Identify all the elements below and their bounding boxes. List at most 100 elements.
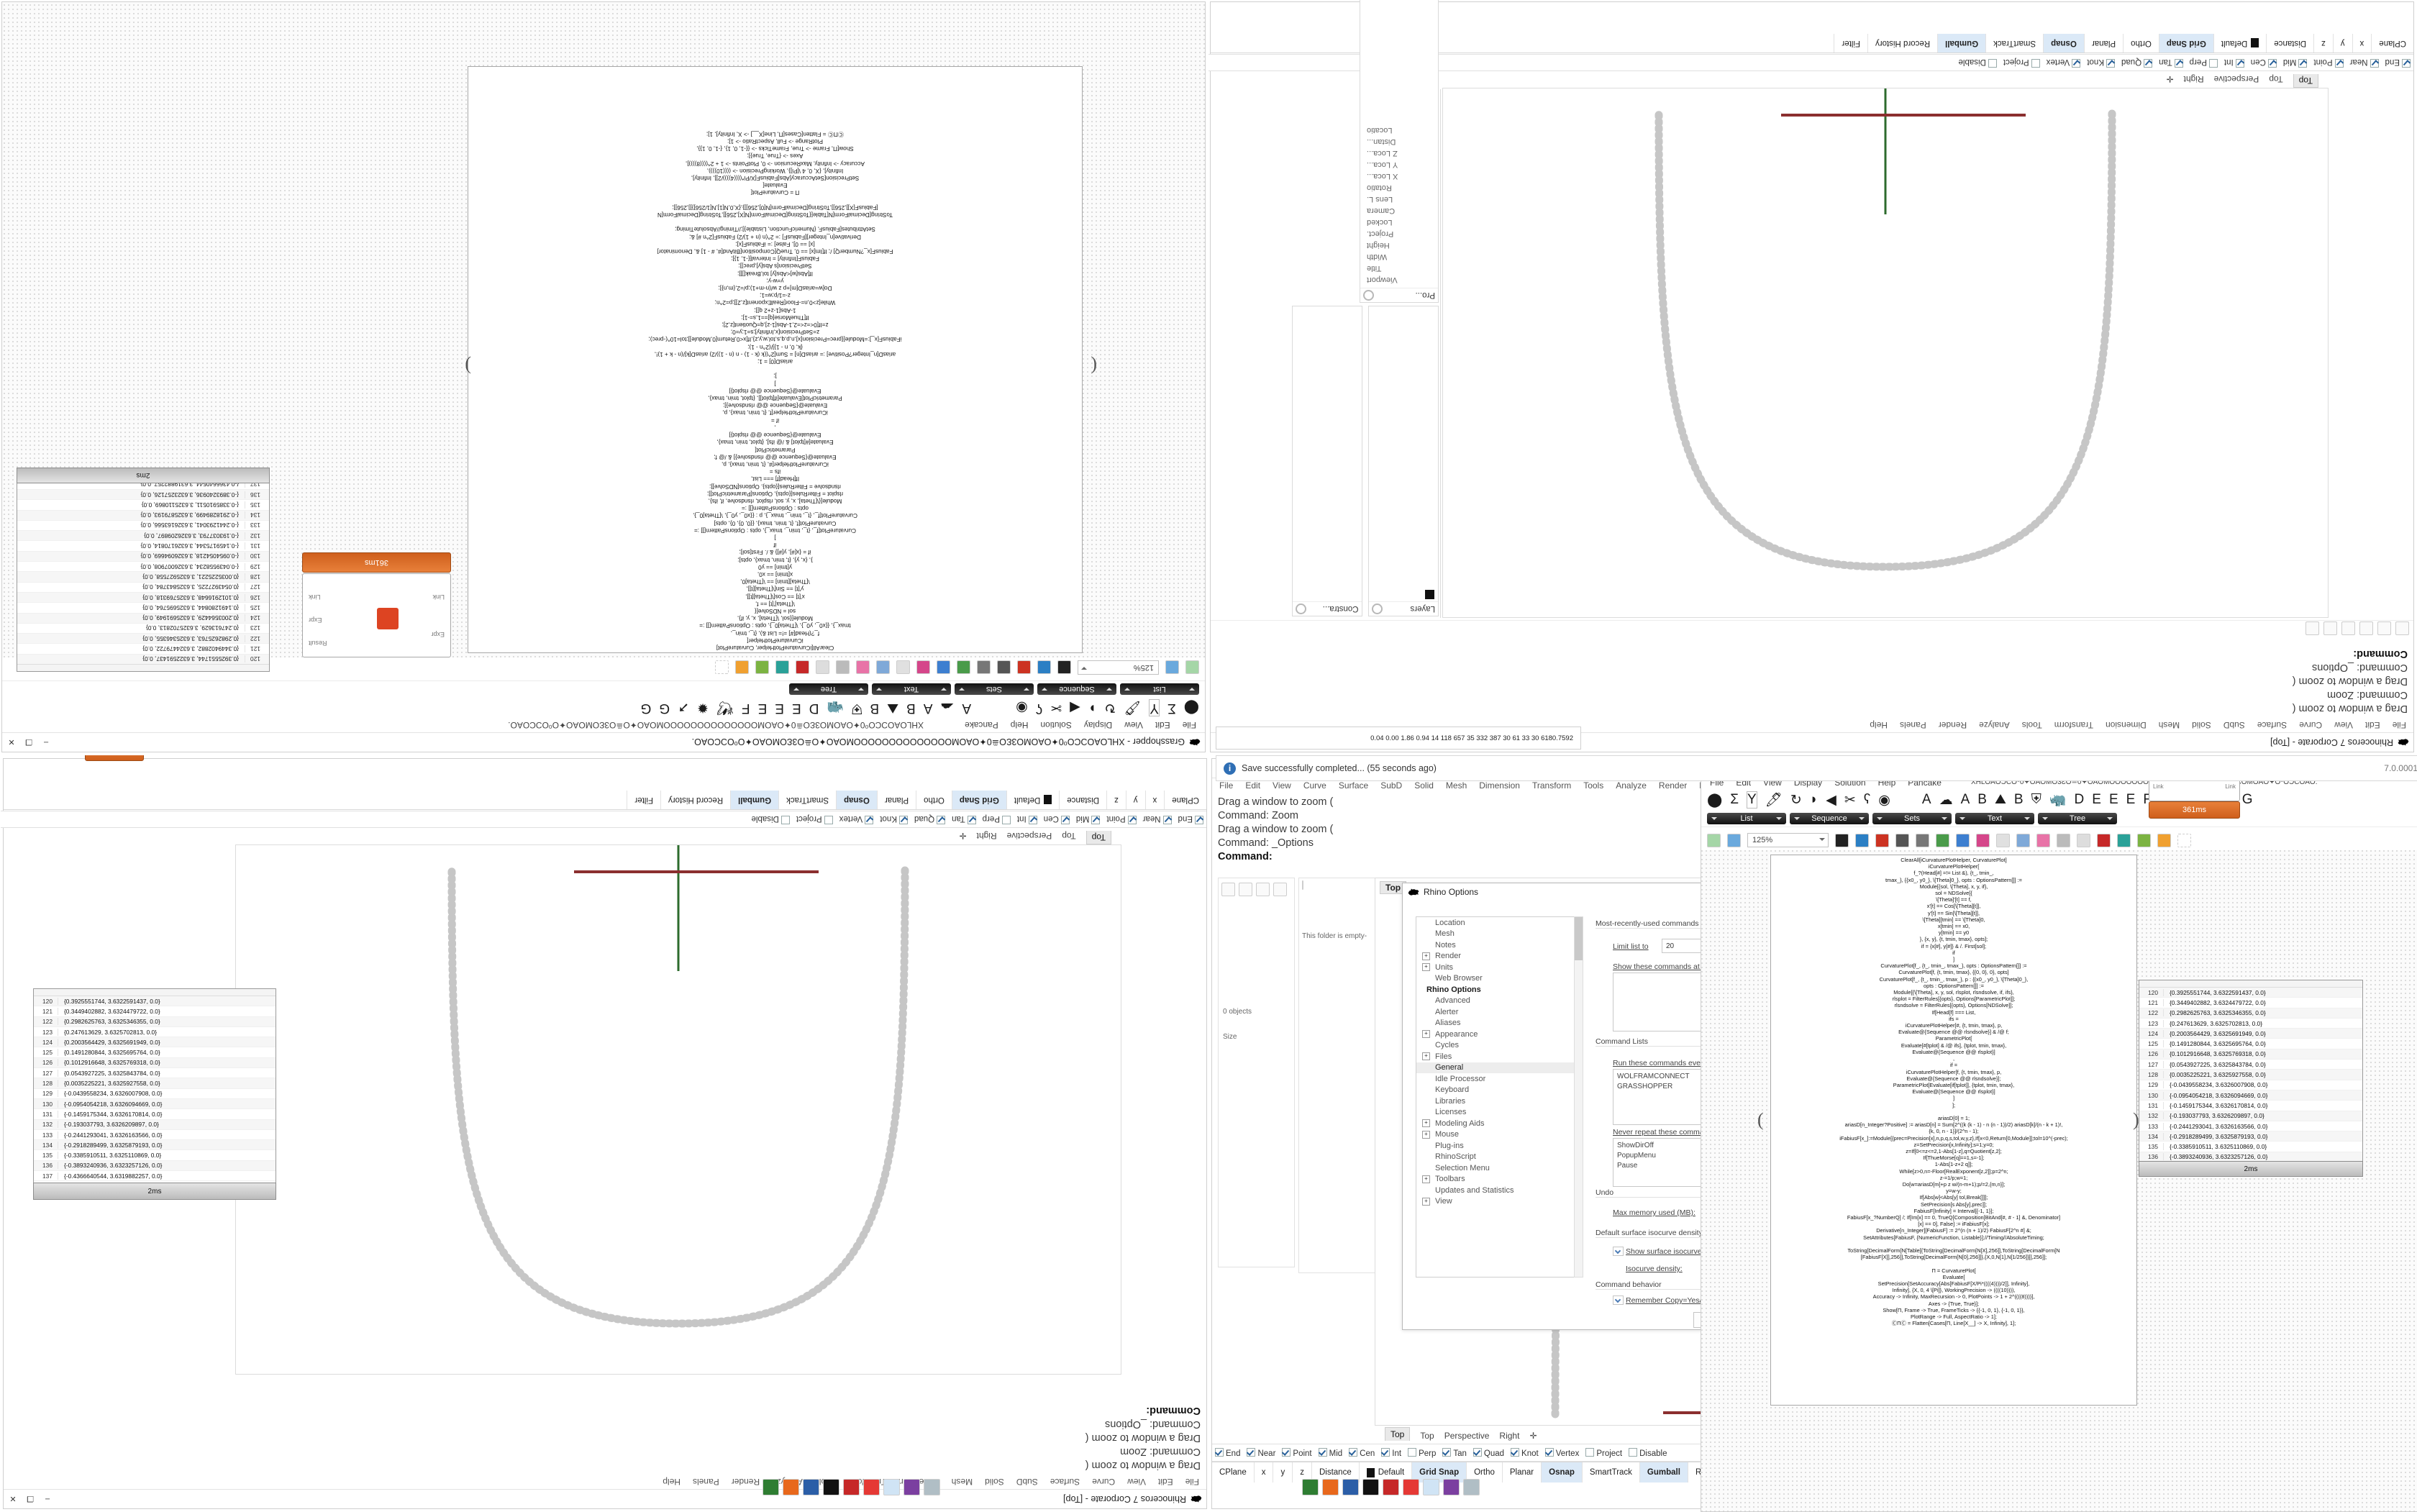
selection-icon[interactable]: [715, 660, 729, 675]
grasshopper-tabbar-br[interactable]: List Sequence Sets Text Tree: [1701, 811, 2417, 826]
expand-icon[interactable]: +: [1422, 1197, 1430, 1206]
status-toggle-gumball[interactable]: Gumball: [730, 791, 779, 809]
viewport-tab-bar-br[interactable]: Top Top Perspective Right ✛: [1375, 1426, 1537, 1441]
property-row-viewport[interactable]: Viewport: [1367, 275, 1398, 284]
viewport-tab-top[interactable]: Top: [1420, 1431, 1434, 1441]
shield-icon[interactable]: ⛨: [2031, 792, 2042, 807]
status-toggle-grid-snap[interactable]: Grid Snap: [951, 791, 1006, 809]
list-rows[interactable]: 120 {0.3925551744, 3.6322591437, 0.0} 121 {…: [34, 996, 276, 1182]
options-tree-item-units[interactable]: + Units: [1416, 962, 1575, 973]
osnap-toggle-cen[interactable]: Cen: [1349, 1447, 1375, 1458]
psi-icon[interactable]: Y: [1149, 699, 1160, 716]
menu-dimension[interactable]: Dimension: [1479, 780, 1520, 791]
command-prompt[interactable]: Command:: [1218, 851, 1273, 862]
property-row-locatio[interactable]: Locatio: [1367, 126, 1393, 135]
drop-icon[interactable]: ◗: [1088, 701, 1097, 716]
list-item[interactable]: 133 {-0.2441293041, 3.6326163566, 0.0}: [17, 519, 269, 531]
floppy-icon[interactable]: [803, 1479, 819, 1495]
list-item[interactable]: 134 {-0.2918289499, 3.6325879193, 0.0}: [34, 1140, 276, 1151]
list-item[interactable]: 131 {-0.1459175344, 3.6326170814, 0.0}: [34, 1109, 276, 1120]
options-tree-item-licenses[interactable]: Licenses: [1416, 1107, 1575, 1119]
letter-b-icon[interactable]: B: [906, 701, 916, 716]
options-tree-item-modeling-aids[interactable]: + Modeling Aids: [1416, 1118, 1575, 1129]
osnap-toggle-vertex[interactable]: Vertex: [2047, 58, 2081, 68]
status-layer[interactable]: Default: [1006, 791, 1060, 809]
drop-icon[interactable]: ◗: [1809, 792, 1819, 807]
rhino-head-icon[interactable]: 🦏: [2049, 793, 2067, 808]
search-icon[interactable]: [2016, 833, 2030, 847]
menu-tools[interactable]: Tools: [1583, 780, 1604, 791]
expand-icon[interactable]: +: [1422, 1130, 1430, 1139]
flame-icon[interactable]: [1017, 660, 1031, 675]
menu-panels[interactable]: Panels: [1900, 720, 1926, 730]
letter-e2-icon[interactable]: E: [2108, 792, 2118, 807]
expand-icon[interactable]: +: [1422, 1119, 1430, 1128]
tab-tree[interactable]: Tree: [789, 683, 868, 695]
pen-icon[interactable]: 🖊: [1124, 700, 1142, 715]
notepad-icon[interactable]: [883, 1479, 900, 1495]
property-row-project-[interactable]: Project.: [1367, 229, 1394, 238]
list-item[interactable]: 135 {-0.3385910511, 3.6325110869, 0.0}: [17, 499, 269, 510]
viewport-tab-add-icon[interactable]: ✛: [1529, 1431, 1537, 1441]
folder-browser-panel[interactable]: This folder is empty-: [1298, 878, 1378, 1273]
expand-icon[interactable]: +: [1422, 1052, 1430, 1061]
menu-solid[interactable]: Solid: [985, 1477, 1004, 1487]
letter-g2-icon[interactable]: G: [2241, 792, 2253, 807]
checkbox-icon[interactable]: [2334, 59, 2344, 68]
osnap-toggle-near[interactable]: Near: [1247, 1447, 1275, 1458]
move-icon[interactable]: [1221, 883, 1235, 896]
list-item[interactable]: 127 {0.0543927225, 3.6325843784, 0.0}: [2139, 1060, 2362, 1070]
selection-icon[interactable]: [2177, 833, 2191, 847]
osnap-toggle-perp[interactable]: Perp: [1408, 1447, 1436, 1458]
checkbox-icon[interactable]: [1442, 1447, 1452, 1457]
data-list-panel[interactable]: 120 {0.3925551744, 3.6322591437, 0.0} 121 {…: [17, 482, 270, 672]
expand-icon[interactable]: +: [1422, 963, 1430, 972]
list-item[interactable]: 134 {-0.2918289499, 3.6325879193, 0.0}: [2139, 1131, 2362, 1142]
checkbox-icon[interactable]: [1060, 816, 1070, 824]
checkbox-icon[interactable]: [824, 816, 833, 824]
menu-solution[interactable]: Solution: [1040, 720, 1072, 731]
zoom-extents-icon[interactable]: [1057, 660, 1071, 675]
status-toggle-smarttrack[interactable]: SmartTrack: [778, 791, 837, 809]
menu-edit[interactable]: Edit: [1155, 720, 1170, 731]
letter-a2-icon[interactable]: A: [1960, 792, 1970, 807]
checkbox-icon[interactable]: [1629, 1447, 1638, 1457]
command-history[interactable]: Drag a window to zoom ( Command: Zoom Dr…: [4, 1402, 1206, 1475]
options-tree-item-cycles[interactable]: Cycles: [1416, 1040, 1575, 1052]
sphere-white-icon[interactable]: [2077, 833, 2090, 847]
command-prompt[interactable]: Command:: [1146, 1405, 1201, 1416]
menu-render[interactable]: Render: [1658, 780, 1688, 791]
cloud-icon[interactable]: ☁: [940, 700, 955, 716]
left-toolbar-icons[interactable]: [1219, 878, 1294, 901]
list-item[interactable]: 122 {0.2982625763, 3.6325346355, 0.0}: [34, 1016, 276, 1027]
status-toggle-record-history[interactable]: Record History: [1867, 34, 1938, 53]
menu-tools[interactable]: Tools: [2021, 720, 2042, 730]
menu-surface[interactable]: Surface: [1050, 1477, 1080, 1487]
osnap-toggle-tan[interactable]: Tan: [1442, 1447, 1467, 1458]
palette-icon[interactable]: [1463, 1479, 1480, 1495]
expand-icon[interactable]: +: [1422, 1175, 1430, 1183]
property-row-title[interactable]: Title: [1367, 264, 1382, 273]
viewport-tab-active[interactable]: Top: [1385, 1427, 1411, 1441]
checkbox-icon[interactable]: [1162, 816, 1172, 824]
mathematica-icon[interactable]: [1403, 1479, 1419, 1495]
pen-icon[interactable]: 🖊: [1765, 793, 1783, 808]
checkbox-icon[interactable]: [1001, 816, 1011, 824]
options-tree-item-view[interactable]: + View: [1416, 1196, 1575, 1208]
menu-display[interactable]: Display: [1083, 720, 1113, 731]
osnap-toggle-quad[interactable]: Quad: [914, 814, 946, 824]
document-icon[interactable]: [1996, 833, 2010, 847]
letter-b2-icon[interactable]: B: [2013, 792, 2024, 807]
osnap-icon[interactable]: [1239, 883, 1252, 896]
osnap-toggle-disable[interactable]: Disable: [1629, 1447, 1667, 1458]
list-item[interactable]: 128 {0.0035225221, 3.6325927558, 0.0}: [2139, 1070, 2362, 1080]
layers-panel[interactable]: Layers: [1368, 306, 1439, 616]
checkbox-icon[interactable]: [1282, 1447, 1291, 1457]
property-row-y-loca-[interactable]: Y Loca...: [1367, 160, 1398, 169]
menu-pancake[interactable]: Pancake: [965, 720, 998, 731]
menu-render[interactable]: Render: [731, 1477, 760, 1487]
remember-copy-checkbox[interactable]: [1613, 1295, 1624, 1305]
list-item[interactable]: 123 {0.247613629, 3.6325702813, 0.0}: [2139, 1019, 2362, 1029]
options-tree-item-updates-and-statistics[interactable]: Updates and Statistics: [1416, 1185, 1575, 1196]
osnap-bar[interactable]: End Near Point Mid Cen Int Perp Tan Quad Knot Vert…: [1, 811, 1206, 828]
